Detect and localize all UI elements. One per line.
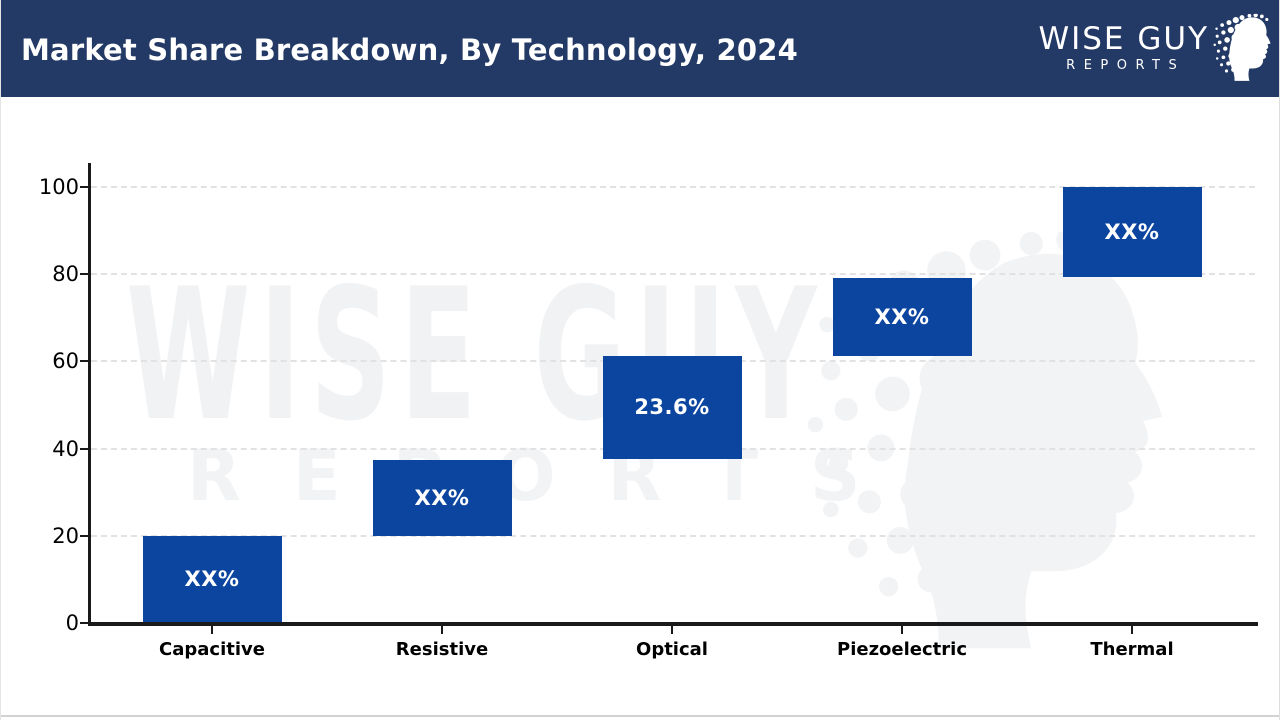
figure-bottom-border [1, 715, 1279, 717]
bar-resistive: XX% [372, 459, 512, 536]
x-axis-tick-mark [211, 626, 213, 634]
gridline-20 [91, 534, 1255, 537]
report-header: Market Share Breakdown, By Technology, 2… [1, 0, 1279, 97]
bar-value-label: XX% [414, 485, 470, 510]
brand-face-icon [1211, 9, 1273, 87]
brand-name: WISE GUY [1038, 21, 1209, 58]
x-axis-category-label: Piezoelectric [837, 639, 967, 660]
chart-title: Market Share Breakdown, By Technology, 2… [21, 33, 799, 67]
y-axis-tick-mark [80, 534, 90, 537]
y-axis-tick-mark [80, 360, 90, 363]
y-axis-tick-label: 100 [38, 175, 79, 199]
brand-logo: WISE GUY REPORTS [1038, 4, 1273, 92]
bar-capacitive: XX% [142, 535, 282, 623]
bar-value-label: XX% [184, 567, 240, 592]
y-axis-tick-mark [80, 273, 90, 276]
x-axis-category-label: Thermal [1090, 639, 1174, 660]
x-axis-category-label: Resistive [395, 639, 489, 660]
gridline-80 [91, 273, 1255, 276]
y-axis-tick-mark [80, 447, 90, 450]
x-axis-tick-mark [1131, 626, 1133, 634]
x-axis-line [88, 622, 1258, 626]
x-axis-category-label: Capacitive [159, 639, 265, 660]
brand-subtitle: REPORTS [1066, 57, 1186, 73]
bar-value-label: XX% [874, 304, 930, 329]
bar-value-label: 23.6% [634, 395, 710, 420]
y-axis-tick-mark [80, 622, 90, 624]
x-axis-category-label: Optical [636, 639, 708, 660]
watermark-brand-subtitle: REPORTS [187, 435, 913, 517]
gridline-100 [91, 186, 1255, 188]
bar-value-label: XX% [1104, 220, 1160, 245]
y-axis-tick-label: 80 [52, 262, 79, 287]
x-axis-tick-mark [671, 626, 673, 634]
x-axis-tick-mark [901, 626, 903, 634]
y-axis-line [88, 163, 91, 625]
x-axis-tick-mark [441, 626, 443, 634]
y-axis-tick-label: 0 [65, 611, 79, 635]
y-axis-tick-mark [80, 186, 90, 188]
bar-thermal: XX% [1062, 187, 1202, 278]
bar-piezoelectric: XX% [832, 277, 972, 356]
y-axis-tick-label: 60 [52, 349, 79, 374]
brand-text: WISE GUY REPORTS [1038, 23, 1209, 73]
bar-optical: 23.6% [602, 355, 742, 459]
y-axis-tick-label: 20 [52, 523, 79, 548]
y-axis-tick-label: 40 [52, 436, 79, 461]
